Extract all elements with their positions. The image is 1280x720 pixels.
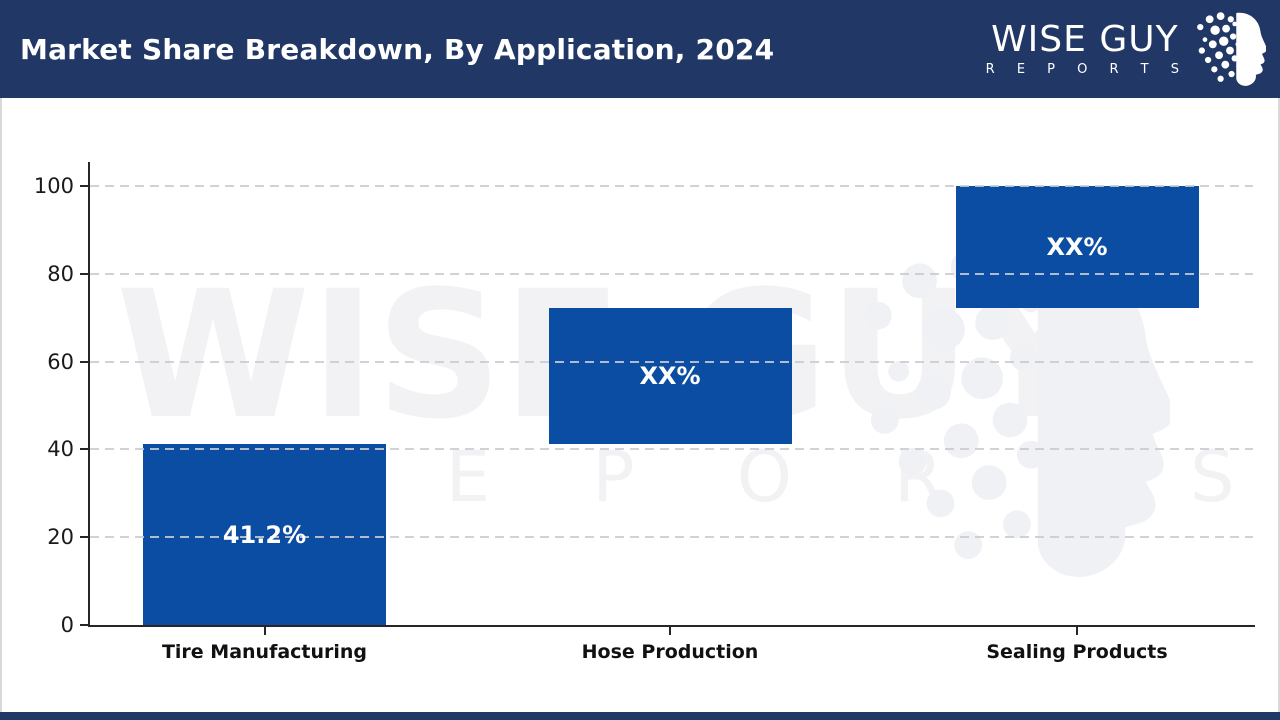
brand-logo: WISE GUY R E P O R T S	[982, 0, 1266, 98]
bar-segment	[143, 444, 386, 625]
header-bar: Market Share Breakdown, By Application, …	[0, 0, 1280, 98]
y-tick-label: 80	[47, 261, 74, 286]
y-gridline	[90, 185, 1253, 188]
x-category-label: Hose Production	[581, 641, 759, 663]
y-gridline	[90, 272, 1253, 275]
y-tick-label: 40	[47, 437, 74, 462]
brand-tagline: R E P O R T S	[985, 61, 1188, 77]
y-axis-tick	[80, 536, 89, 539]
bar-value-label: 41.2%	[222, 520, 307, 549]
y-axis-tick	[80, 360, 89, 363]
y-axis-tick	[80, 624, 89, 626]
right-border	[1278, 98, 1280, 712]
page-title: Market Share Breakdown, By Application, …	[20, 32, 775, 66]
y-tick-label: 0	[60, 613, 74, 637]
brand-name: WISE GUY	[991, 18, 1179, 60]
x-axis-tick	[263, 627, 266, 635]
y-gridline	[90, 448, 1253, 451]
waterfall-chart: 41.2% Tire Manufacturing XX% Hose Productio…	[0, 98, 1280, 712]
y-axis-tick	[80, 272, 89, 275]
bar-segment	[548, 308, 792, 445]
x-category-label: Sealing Products	[986, 641, 1168, 663]
brand-face-icon	[1197, 12, 1266, 86]
x-axis-tick	[1076, 627, 1078, 635]
y-tick-label: 60	[47, 349, 74, 374]
y-axis-tick	[80, 448, 89, 451]
x-axis-tick	[669, 627, 671, 635]
x-category-label: Tire Manufacturing	[161, 641, 368, 663]
y-gridline	[90, 360, 1253, 363]
y-tick-label: 20	[47, 525, 74, 550]
footer-bar	[0, 712, 1280, 720]
y-gridline	[90, 536, 1253, 539]
y-axis-spine	[88, 162, 90, 627]
bar-value-label: XX%	[639, 362, 701, 391]
bar-segment	[955, 186, 1199, 309]
x-axis-spine	[88, 625, 1255, 627]
y-axis-tick	[80, 185, 89, 188]
y-tick-label: 100	[33, 174, 74, 199]
bar-value-label: XX%	[1046, 233, 1108, 262]
left-border	[0, 98, 2, 712]
